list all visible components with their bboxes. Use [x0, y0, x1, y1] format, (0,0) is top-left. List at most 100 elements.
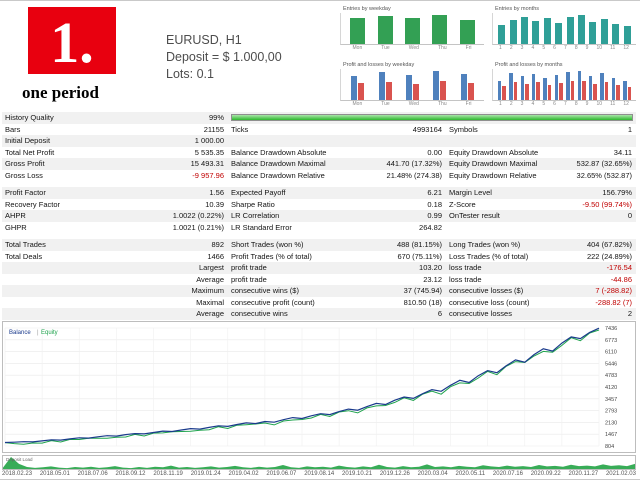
stats-value: 404 (67.82%) — [586, 240, 632, 250]
stats-value: Maximal — [196, 297, 224, 307]
stats-row: Profit Factor 1.56 Expected Payoff 6.21 Marg… — [2, 187, 636, 199]
mini-chart-x-labels: 1 2 3 4 5 6 7 8 9 10 11 12 — [492, 101, 636, 107]
stats-label: Margin Level — [449, 188, 492, 198]
x-label: Thu — [437, 101, 447, 107]
mini-chart-entries-by-months: Entries by months 1 2 3 4 5 6 7 8 9 10 11 12 — [492, 6, 636, 52]
stats-value: 21.48% (274.38) — [386, 170, 442, 180]
mini-chart-x-labels: Mon Tue Wed Thu Fri — [340, 101, 484, 107]
profit-bar — [520, 75, 525, 100]
test-settings-summary: EURUSD, H1 Deposit = $ 1.000,00 Lots: 0.… — [166, 32, 282, 83]
profit-bar — [433, 71, 440, 100]
y-tick-label: 6773 — [605, 338, 617, 344]
balance-equity-chart: 7436 6773 6110 5446 4783 4120 3457 2793 2130 1467… — [2, 321, 636, 453]
stats-label: Bars — [5, 124, 21, 134]
stats-value: 6.21 — [427, 188, 442, 198]
date-tick-label: 2019.01.24 — [190, 471, 221, 477]
x-label: 11 — [610, 101, 616, 107]
stats-label: consecutive profit (count) — [231, 297, 315, 307]
stats-value: 810.50 (18) — [403, 297, 442, 307]
stats-value: 2 — [627, 309, 632, 319]
stats-row: Total Net Profit 5 535.35 Balance Drawdown… — [2, 147, 636, 159]
profit-bar — [588, 75, 593, 100]
loss-bar — [358, 83, 365, 100]
stats-row: Average profit trade 23.12 loss trade -44.86 — [2, 274, 636, 286]
x-label: Mon — [352, 45, 363, 51]
date-tick-label: 2018.05.01 — [39, 471, 70, 477]
y-tick-label: 4783 — [605, 373, 617, 379]
date-tick-label: 2018.09.12 — [115, 471, 146, 477]
stats-label: OnTester result — [449, 211, 500, 221]
stats-label: Total Net Profit — [5, 147, 55, 157]
bar-group — [554, 74, 563, 100]
mini-chart-plot — [340, 13, 484, 45]
bar — [377, 15, 393, 44]
profit-bar — [405, 74, 412, 100]
stats-label: Equity Drawdown Maximal — [449, 159, 538, 169]
stats-label: LR Correlation — [231, 211, 280, 221]
stats-label: Initial Deposit — [5, 136, 51, 146]
x-label: 2 — [509, 101, 513, 107]
date-tick-label: 2020.09.22 — [530, 471, 561, 477]
x-label: 6 — [553, 45, 556, 51]
mini-chart-title: Entries by months — [495, 6, 540, 12]
stats-value: 156.79% — [602, 188, 632, 198]
stats-value: 1.0021 (0.21%) — [172, 222, 224, 232]
stats-label: Recovery Factor — [5, 199, 61, 209]
stats-row: Maximal consecutive profit (count) 810.50 … — [2, 297, 636, 309]
stats-label: Short Trades (won %) — [231, 240, 304, 250]
loss-bar — [547, 84, 552, 100]
x-label: 7 — [563, 101, 567, 107]
mini-charts-panel: Entries by weekday Mon Tue Wed Thu Fri Entries… — [340, 6, 636, 108]
profit-bar — [566, 71, 570, 100]
bar-group — [433, 71, 447, 100]
stats-label: Loss Trades (% of total) — [449, 251, 529, 261]
stats-label: Balance Drawdown Relative — [231, 170, 325, 180]
date-tick-label: 2019.10.21 — [342, 471, 373, 477]
profit-bar — [543, 77, 547, 100]
stats-label: Sharpe Ratio — [231, 199, 275, 209]
x-label: Tue — [381, 101, 390, 107]
bar — [600, 18, 608, 44]
x-label: 11 — [610, 45, 616, 51]
mini-chart-plot — [492, 69, 636, 101]
statistics-table: History Quality 99% Bars 21155 Ticks 4993164 S… — [2, 112, 636, 320]
loss-bar — [513, 82, 518, 100]
bar — [543, 18, 551, 44]
bar — [555, 22, 563, 44]
stats-row: Largest profit trade 103.20 loss trade -176.… — [2, 262, 636, 274]
stats-value: 103.20 — [419, 263, 442, 273]
bar — [589, 22, 597, 44]
loss-bar — [616, 85, 620, 100]
stats-value: 4993164 — [412, 124, 442, 134]
legend-balance: Balance — [9, 330, 31, 336]
x-label: 6 — [553, 101, 556, 107]
bar-group — [460, 74, 474, 100]
mini-chart-pl-by-weekday: Profit and losses by weekday Mon Tue Wed Thu… — [340, 62, 484, 108]
date-tick-label: 2019.04.02 — [228, 471, 259, 477]
stats-value: 1 000.00 — [194, 136, 224, 146]
stats-value: 10.39 — [205, 199, 224, 209]
bar-group — [509, 72, 518, 100]
stats-value: 1466 — [207, 251, 224, 261]
date-tick-label: 2019.12.26 — [379, 471, 410, 477]
stats-value: 1.0022 (0.22%) — [172, 211, 224, 221]
stats-label: Gross Profit — [5, 159, 45, 169]
profit-bar — [611, 77, 616, 100]
bar — [532, 21, 540, 44]
stats-label: Z-Score — [449, 199, 476, 209]
loss-bar — [525, 83, 529, 100]
loss-bar — [593, 84, 597, 100]
stats-label: consecutive loss (count) — [449, 297, 530, 307]
bar-group — [531, 73, 540, 100]
stats-row: Total Trades 892 Short Trades (won %) 488 (… — [2, 239, 636, 251]
bar-group — [497, 81, 506, 100]
x-label: 3 — [520, 101, 524, 107]
stats-value: 441.70 (17.32%) — [386, 159, 442, 169]
loss-bar — [582, 80, 586, 100]
loss-bar — [467, 82, 474, 100]
x-label: Tue — [381, 45, 390, 51]
stats-label: Ticks — [231, 124, 249, 134]
stats-label: Long Trades (won %) — [449, 240, 521, 250]
bar-group — [577, 71, 586, 100]
